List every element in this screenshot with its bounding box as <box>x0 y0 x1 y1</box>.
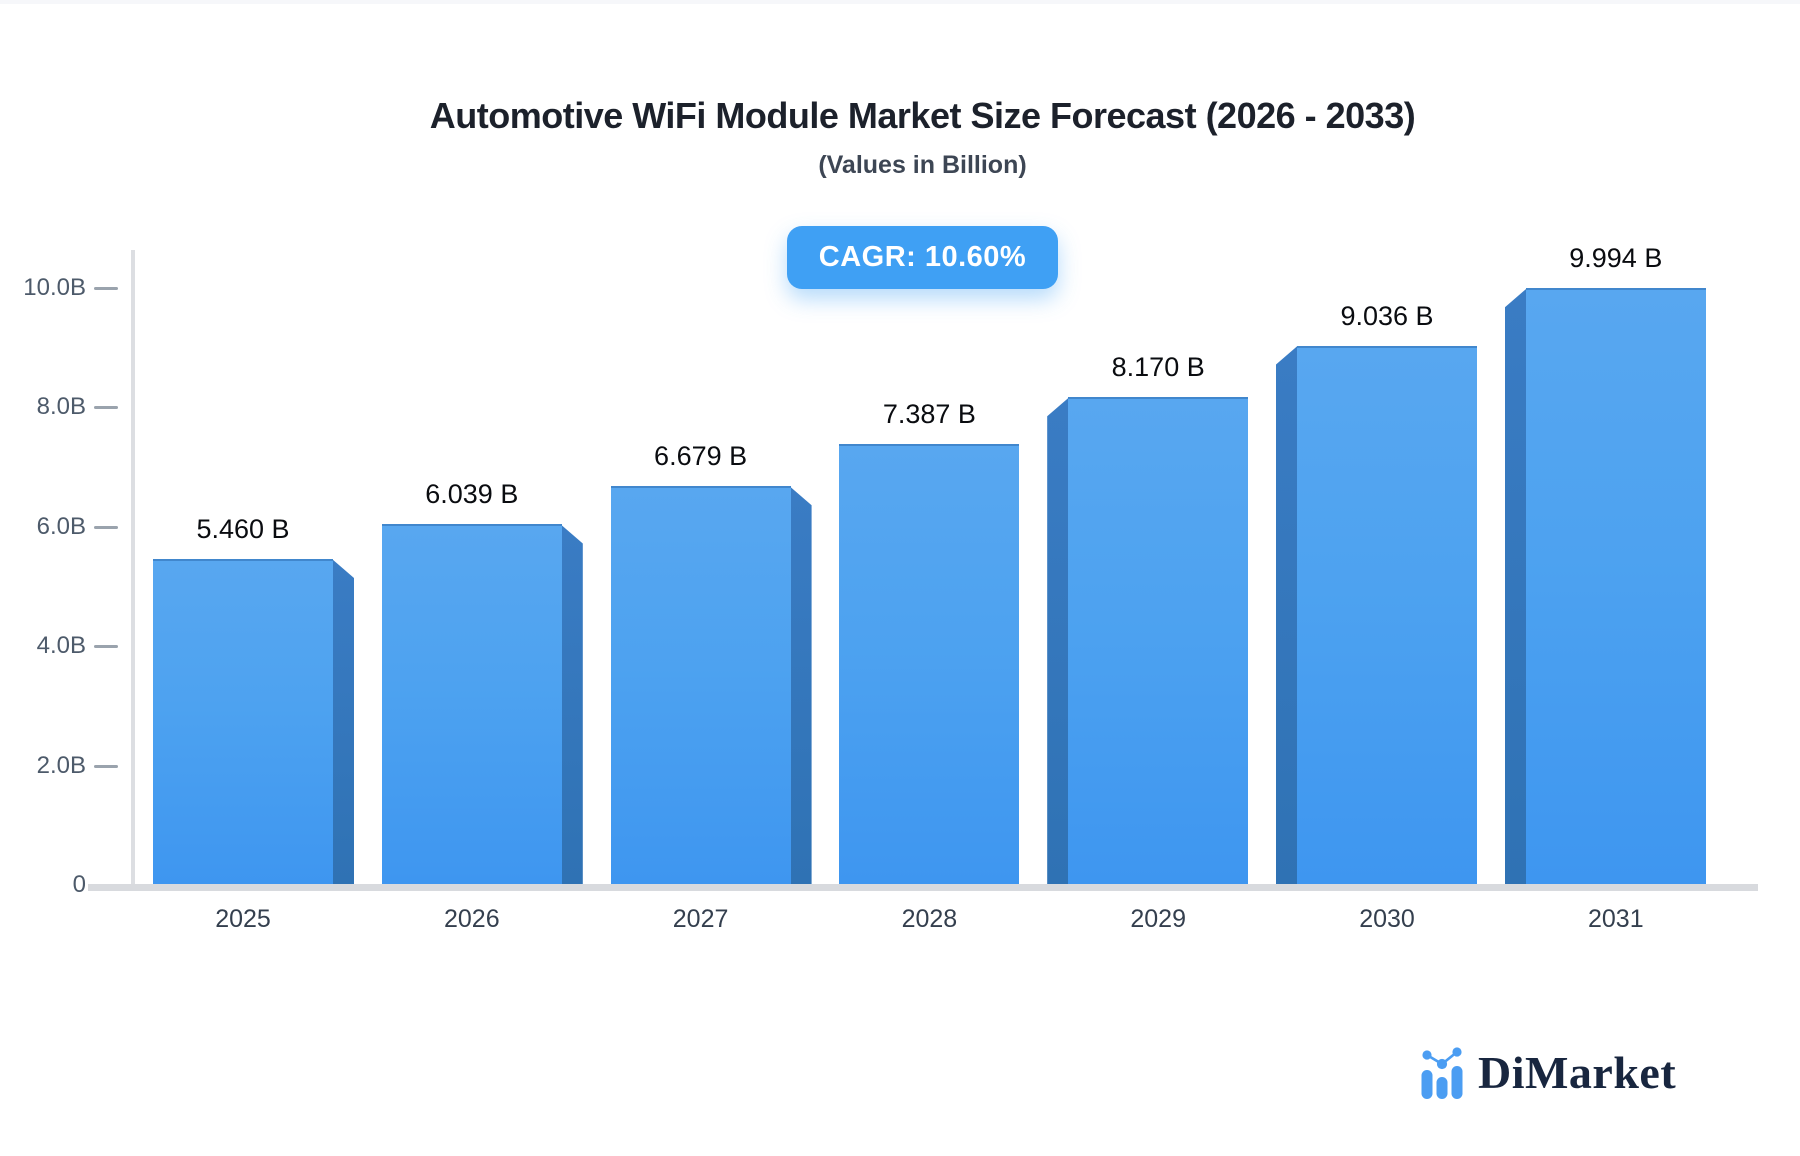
bar-chart-logo-icon <box>1421 1047 1463 1099</box>
bar-value-label: 9.036 B <box>1340 300 1434 331</box>
y-axis-line <box>131 250 135 890</box>
y-tick-dash <box>94 406 118 410</box>
brand-logo-text: DiMarket <box>1478 1047 1677 1098</box>
x-tick-label: 2030 <box>1359 905 1415 933</box>
x-tick-label: 2027 <box>672 905 729 933</box>
chart-title: Automotive WiFi Module Market Size Forec… <box>429 95 1416 136</box>
bar-side-panel <box>560 524 583 884</box>
bar-side-panel <box>1047 397 1070 884</box>
y-tick-label: 2.0B <box>36 751 86 779</box>
bar-2025 <box>153 559 333 885</box>
chart-subtitle: (Values in Billion) <box>818 151 1027 179</box>
x-baseline <box>88 884 1758 891</box>
bar-2031 <box>1525 288 1706 885</box>
x-tick-label: 2025 <box>215 905 271 933</box>
y-tick-label: 6.0B <box>36 512 86 540</box>
bar-value-label: 5.460 B <box>196 514 290 545</box>
bar-side-panel <box>789 486 812 884</box>
bar-side-panel <box>1276 345 1298 884</box>
y-tick-dash <box>94 764 118 768</box>
bar-2028 <box>839 443 1020 885</box>
bar-value-label: 6.039 B <box>425 479 519 510</box>
bar-2026 <box>381 524 562 885</box>
bar-2030 <box>1297 345 1477 885</box>
bar-side-panel <box>332 559 354 884</box>
x-tick-label: 2029 <box>1130 905 1186 933</box>
y-tick-dash <box>94 287 118 290</box>
y-tick-label: 4.0B <box>36 632 86 660</box>
y-tick-label: 8.0B <box>36 393 86 421</box>
bar-value-label: 9.994 B <box>1569 243 1663 274</box>
bar-value-label: 6.679 B <box>654 441 748 472</box>
chart-header: Automotive WiFi Module Market Size Forec… <box>90 0 1755 289</box>
x-tick-label: 2031 <box>1587 905 1644 933</box>
y-tick-label: 10.0B <box>23 274 86 301</box>
x-tick-label: 2028 <box>901 905 958 933</box>
top-border-strip <box>0 0 1800 4</box>
bar-value-label: 7.387 B <box>882 398 976 429</box>
brand-logo: DiMarket <box>1421 1042 1676 1100</box>
bar-2027 <box>610 486 791 885</box>
cagr-badge: CAGR: 10.60% <box>786 226 1059 289</box>
y-tick-dash <box>94 645 118 649</box>
y-tick-dash <box>94 525 118 529</box>
bar-side-panel <box>1504 288 1527 884</box>
y-tick-label: 0 <box>72 871 86 898</box>
x-tick-label: 2026 <box>443 905 500 933</box>
bar-value-label: 8.170 B <box>1111 352 1205 383</box>
bar-2029 <box>1068 397 1249 885</box>
